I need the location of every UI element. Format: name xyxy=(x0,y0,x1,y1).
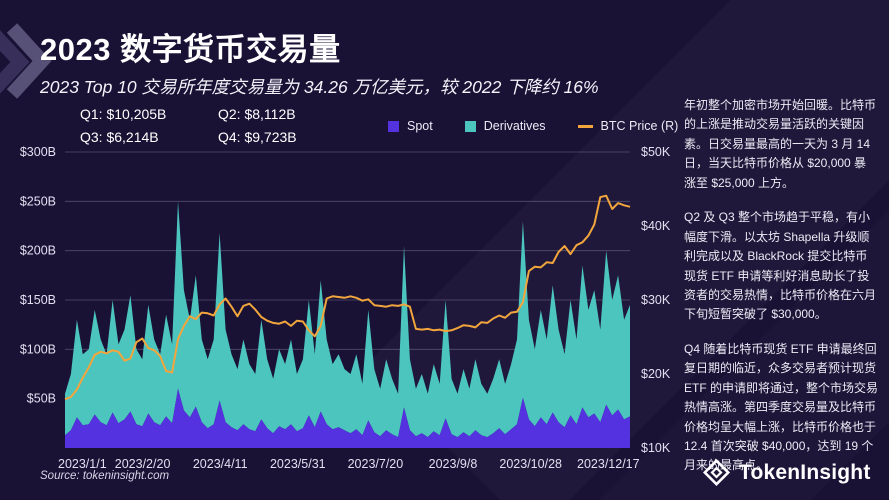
legend-label: BTC Price (R) xyxy=(600,119,679,133)
legend-item: BTC Price (R) xyxy=(577,119,679,133)
svg-text:2023/12/17: 2023/12/17 xyxy=(577,457,640,471)
page-subtitle: 2023 Top 10 交易所年度交易量为 34.26 万亿美元，较 2022 … xyxy=(40,77,599,97)
svg-text:$150B: $150B xyxy=(20,293,56,307)
legend-label: Spot xyxy=(407,119,433,133)
legend-item: Spot xyxy=(388,119,433,133)
spot-swatch-icon xyxy=(388,120,399,132)
brand-logo: TokenInsight xyxy=(702,458,871,487)
svg-text:2023/2/20: 2023/2/20 xyxy=(115,457,171,471)
svg-text:2023/10/28: 2023/10/28 xyxy=(499,457,562,471)
stat-q3: Q3: $6,214B xyxy=(80,129,159,145)
stat-q4: Q4: $9,723B xyxy=(218,129,297,145)
insights-panel: 年初整个加密市场开始回暖。比特币的上涨是推动交易量活跃的关键因素。日交易量最高的… xyxy=(684,96,878,491)
svg-text:2023/4/11: 2023/4/11 xyxy=(193,457,248,471)
svg-text:$50K: $50K xyxy=(641,145,671,159)
insight-q1: 年初整个加密市场开始回暖。比特币的上涨是推动交易量活跃的关键因素。日交易量最高的… xyxy=(684,98,877,190)
insight-q4: Q4 随着比特币现货 ETF 申请最终回复日期的临近，众多交易者预计现货 ETF… xyxy=(684,341,878,473)
svg-text:2023/1/1: 2023/1/1 xyxy=(58,457,107,471)
btc-line-swatch-icon xyxy=(577,124,593,128)
svg-text:$100B: $100B xyxy=(20,342,56,356)
legend-label: Derivatives xyxy=(483,119,546,133)
svg-text:2023/5/31: 2023/5/31 xyxy=(270,457,326,471)
brand-chevron-watermark xyxy=(0,23,52,99)
svg-text:2023/9/8: 2023/9/8 xyxy=(429,457,478,471)
stat-q2: Q2: $8,112B xyxy=(218,106,296,122)
svg-text:$250B: $250B xyxy=(20,194,56,208)
derivatives-swatch-icon xyxy=(464,120,476,132)
chart-area: $300B $250B $200B $150B $100B $50B $50K $40K $30… xyxy=(20,145,671,471)
page-title: 2023 数字货币交易量 xyxy=(40,32,341,67)
legend-item: Derivatives xyxy=(464,119,546,133)
svg-text:$200B: $200B xyxy=(20,244,56,258)
brand-name: TokenInsight xyxy=(739,460,871,484)
svg-text:$20K: $20K xyxy=(641,367,671,381)
volume-chart: $300B $250B $200B $150B $100B $50B $50K $40K $30… xyxy=(20,145,671,471)
svg-text:$40K: $40K xyxy=(641,219,671,233)
chart-legend: Spot Derivatives BTC Price (R) xyxy=(388,119,678,133)
svg-text:$10K: $10K xyxy=(641,441,671,455)
svg-text:$50B: $50B xyxy=(27,392,56,406)
tokeninsight-diamond-icon xyxy=(702,458,731,487)
stat-q1: Q1: $10,205B xyxy=(80,106,167,122)
svg-text:2023/7/20: 2023/7/20 xyxy=(348,457,404,471)
source-note: Source: tokeninsight.com xyxy=(40,470,170,482)
insight-q2-q3: Q2 及 Q3 整个市场趋于平稳，有小幅度下滑。以太坊 Shapella 升级顺… xyxy=(684,210,877,322)
svg-text:$30K: $30K xyxy=(641,293,671,307)
svg-text:$300B: $300B xyxy=(20,145,56,159)
quarterly-stats: Q1: $10,205B Q2: $8,112B Q3: $6,214B Q4:… xyxy=(80,106,297,145)
